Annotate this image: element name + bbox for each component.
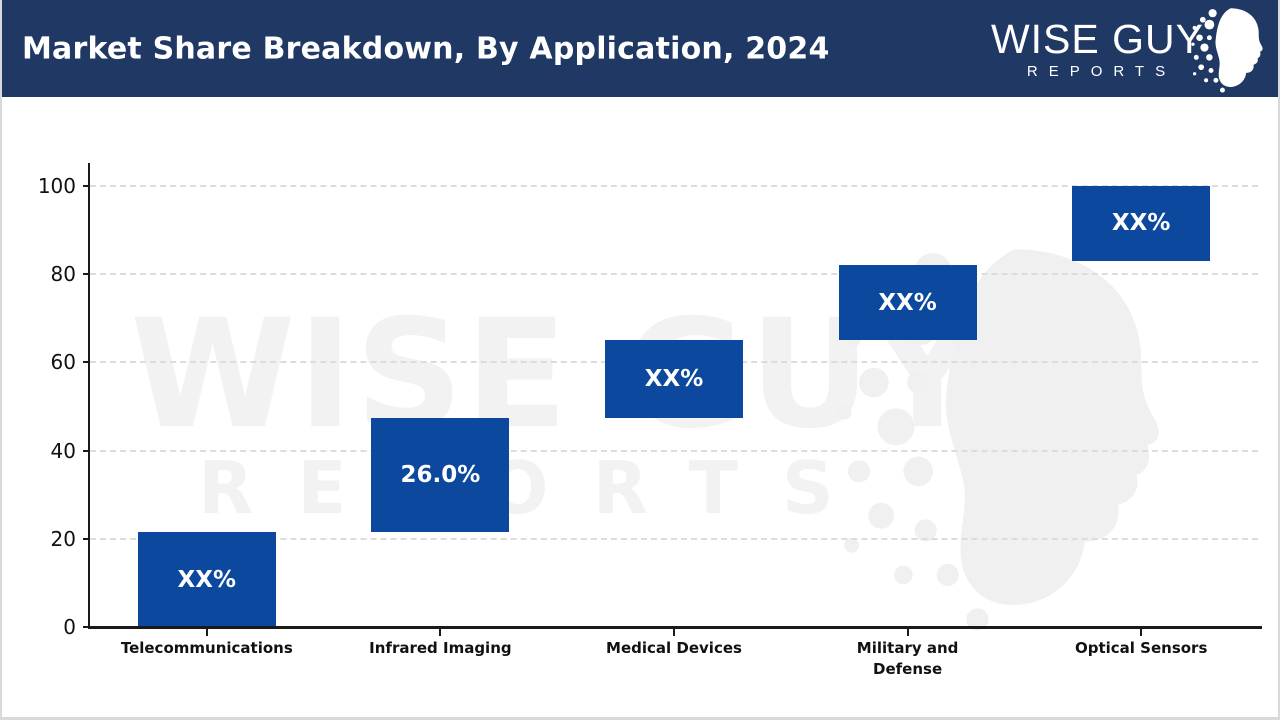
gridline bbox=[90, 537, 1258, 540]
bar bbox=[1072, 186, 1211, 261]
page-title: Market Share Breakdown, By Application, … bbox=[22, 31, 830, 66]
bar bbox=[838, 265, 977, 341]
watermark-text-line2: REPORTS bbox=[198, 446, 878, 530]
y-tick-label: 60 bbox=[50, 350, 76, 375]
y-tick-mark bbox=[83, 273, 90, 276]
y-tick-label: 100 bbox=[37, 174, 76, 198]
y-tick-label: 40 bbox=[50, 438, 76, 463]
y-tick-mark bbox=[83, 449, 90, 452]
x-tick-label: Military and Defense bbox=[856, 639, 959, 678]
bar-value-label: XX% bbox=[177, 566, 237, 593]
brand-name: WISE GUY bbox=[990, 16, 1204, 62]
bar-value-label: XX% bbox=[1111, 210, 1171, 237]
brand-logo: WISE GUY REPORTS bbox=[991, 2, 1270, 97]
brand-logo-text: WISE GUY REPORTS bbox=[990, 16, 1204, 81]
y-tick-label: 20 bbox=[50, 526, 76, 551]
x-tick-mark bbox=[1140, 629, 1143, 636]
y-tick-mark bbox=[83, 361, 90, 364]
x-tick-label: Optical Sensors bbox=[1074, 639, 1208, 657]
gridline bbox=[90, 185, 1258, 187]
y-axis-line bbox=[88, 163, 90, 629]
y-tick-label: 0 bbox=[63, 615, 76, 639]
bar bbox=[371, 417, 510, 533]
x-tick-label: Infrared Imaging bbox=[369, 639, 512, 657]
bar-value-label: XX% bbox=[878, 289, 937, 316]
y-tick-mark bbox=[83, 626, 90, 628]
x-tick-label: Medical Devices bbox=[606, 639, 742, 657]
gridline bbox=[90, 273, 1258, 276]
y-tick-label: 80 bbox=[50, 262, 76, 287]
gridline bbox=[90, 449, 1258, 452]
bar-value-label: 26.0% bbox=[400, 461, 481, 488]
y-tick-mark bbox=[83, 537, 90, 540]
bar bbox=[137, 532, 276, 627]
bar-value-label: XX% bbox=[644, 365, 704, 392]
x-tick-mark bbox=[439, 629, 442, 636]
y-tick-mark bbox=[83, 185, 90, 187]
x-axis-line bbox=[88, 626, 1262, 629]
x-tick-label: Telecommunications bbox=[120, 639, 293, 657]
bar bbox=[605, 340, 743, 418]
x-tick-mark bbox=[673, 629, 675, 636]
dotted-face-profile-icon bbox=[1191, 7, 1263, 93]
brand-subname: REPORTS bbox=[1026, 63, 1177, 80]
x-tick-mark bbox=[906, 629, 909, 636]
x-tick-mark bbox=[205, 629, 208, 636]
header-bar: Market Share Breakdown, By Application, … bbox=[2, 0, 1278, 97]
